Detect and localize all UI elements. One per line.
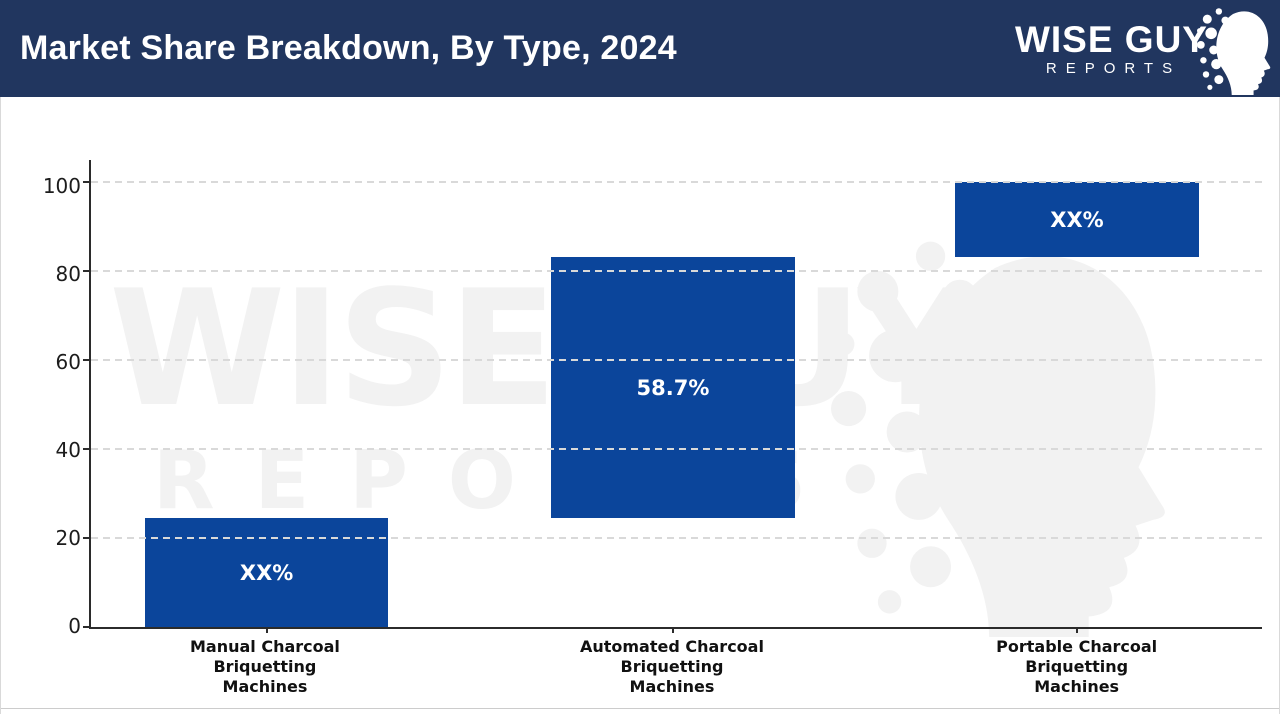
gridline (91, 181, 1262, 184)
y-tick-label: 80 (55, 262, 81, 286)
x-axis-tick (265, 627, 268, 633)
page-title: Market Share Breakdown, By Type, 2024 (20, 29, 677, 67)
bar: XX% (144, 518, 389, 627)
y-tick-label: 20 (55, 526, 81, 550)
plot-area: XX% 58.7% XX% (83, 160, 1262, 633)
y-tick-label: 100 (42, 174, 81, 198)
logo-head-icon (1197, 7, 1271, 95)
footer-divider (1, 708, 1279, 709)
x-axis-tick (671, 627, 674, 633)
x-axis-labels: Manual Charcoal Briquetting Machines Auto… (89, 637, 1262, 707)
bar-value-label: 58.7% (636, 375, 710, 400)
y-axis-tick (83, 626, 89, 628)
bar-value-label: XX% (1050, 207, 1104, 232)
category-label: Manual Charcoal Briquetting Machines (189, 637, 340, 696)
y-axis-labels: 0 20 40 60 80 100 (1, 165, 81, 636)
category-label: Automated Charcoal Briquetting Machines (579, 637, 764, 696)
logo-text: WISE GUY REPORTS (1015, 21, 1208, 77)
watermark-head-icon (831, 241, 1165, 637)
bar-value-label: XX% (239, 560, 294, 585)
y-axis-tick (83, 537, 89, 540)
watermark-brand-text: WISE GUY (109, 255, 974, 442)
y-axis-tick (83, 270, 89, 273)
logo-brand-text: WISE GUY (1014, 18, 1208, 60)
y-tick-label: 0 (68, 614, 81, 638)
bar: XX% (955, 182, 1199, 257)
x-axis-tick (1075, 627, 1078, 633)
logo-sub-text: REPORTS (1045, 59, 1182, 77)
bar: 58.7% (551, 256, 795, 519)
y-axis-tick (83, 448, 89, 451)
wise-guy-reports-logo: WISE GUY REPORTS (1015, 3, 1280, 95)
y-axis-tick (83, 359, 89, 362)
chart-canvas: WISE GUY REPORTS 0 20 40 60 80 100 XX% 58.7% XX… (0, 97, 1280, 714)
y-axis-tick (83, 181, 89, 184)
header-bar: Market Share Breakdown, By Type, 2024 WI… (0, 0, 1280, 97)
y-tick-label: 40 (55, 438, 81, 462)
category-label: Portable Charcoal Briquetting Machines (996, 637, 1158, 696)
gridline (91, 270, 1262, 273)
y-tick-label: 60 (55, 350, 81, 375)
gridline (91, 448, 1262, 451)
gridline (91, 537, 1262, 540)
gridline (91, 359, 1262, 362)
